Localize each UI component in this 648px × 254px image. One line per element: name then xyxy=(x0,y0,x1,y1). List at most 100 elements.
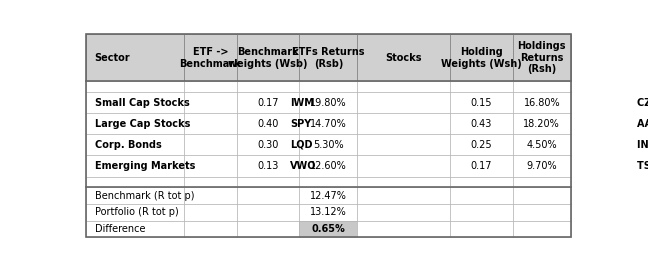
Text: Portfolio (R tot p): Portfolio (R tot p) xyxy=(95,207,178,217)
Bar xyxy=(184,177,237,187)
Text: 0.65%: 0.65% xyxy=(312,224,345,234)
Bar xyxy=(184,134,237,155)
Bar xyxy=(237,187,299,204)
Bar xyxy=(357,177,450,187)
Bar xyxy=(86,204,184,220)
Bar xyxy=(513,113,571,134)
Text: Corp. Bonds: Corp. Bonds xyxy=(95,140,161,150)
Bar xyxy=(299,187,357,204)
Text: 0.25: 0.25 xyxy=(470,140,492,150)
Text: 0.17: 0.17 xyxy=(470,161,492,171)
Bar xyxy=(184,34,237,81)
Bar xyxy=(184,187,237,204)
Bar xyxy=(237,81,299,92)
Bar xyxy=(299,113,357,134)
Bar xyxy=(184,113,237,134)
Bar xyxy=(86,134,184,155)
Text: 0.17: 0.17 xyxy=(257,98,279,108)
Bar xyxy=(450,81,513,92)
Text: Small Cap Stocks: Small Cap Stocks xyxy=(95,98,189,108)
Bar xyxy=(184,81,237,92)
Bar xyxy=(86,187,184,204)
Bar xyxy=(299,81,357,92)
Bar xyxy=(299,92,357,113)
Bar xyxy=(450,34,513,81)
Bar xyxy=(184,220,237,237)
Text: VWO: VWO xyxy=(290,161,317,171)
Text: ETF ->
Benchmark: ETF -> Benchmark xyxy=(179,47,241,69)
Text: 0.15: 0.15 xyxy=(470,98,492,108)
Bar xyxy=(86,177,184,187)
Bar xyxy=(513,134,571,155)
Bar xyxy=(299,177,357,187)
Text: 0.40: 0.40 xyxy=(257,119,279,129)
Bar xyxy=(450,134,513,155)
Text: SPY: SPY xyxy=(290,119,312,129)
Text: Difference: Difference xyxy=(95,224,145,234)
Bar xyxy=(450,113,513,134)
Bar xyxy=(513,177,571,187)
Text: 16.80%: 16.80% xyxy=(524,98,560,108)
Text: CZR, NVAX, PENN: CZR, NVAX, PENN xyxy=(637,98,648,108)
Bar xyxy=(86,92,184,113)
Bar xyxy=(450,92,513,113)
Bar xyxy=(237,155,299,177)
Bar xyxy=(513,204,571,220)
Bar xyxy=(357,220,450,237)
Text: ETFs Returns
(Rsb): ETFs Returns (Rsb) xyxy=(292,47,365,69)
Bar xyxy=(299,34,357,81)
Bar xyxy=(237,34,299,81)
Bar xyxy=(357,113,450,134)
Text: IWM: IWM xyxy=(290,98,314,108)
Bar xyxy=(299,220,357,237)
Bar xyxy=(184,155,237,177)
Text: 5.30%: 5.30% xyxy=(313,140,343,150)
Text: 0.30: 0.30 xyxy=(257,140,279,150)
Bar xyxy=(513,155,571,177)
Bar xyxy=(299,134,357,155)
Bar xyxy=(237,177,299,187)
Bar xyxy=(86,34,184,81)
Bar xyxy=(513,81,571,92)
Text: Benchmark
weights (Wsb): Benchmark weights (Wsb) xyxy=(228,47,308,69)
Bar xyxy=(357,187,450,204)
Text: Sector: Sector xyxy=(95,53,130,63)
Bar xyxy=(184,204,237,220)
Bar xyxy=(450,204,513,220)
Bar xyxy=(450,220,513,237)
Bar xyxy=(299,155,357,177)
Bar xyxy=(357,155,450,177)
Bar xyxy=(357,81,450,92)
Bar xyxy=(513,220,571,237)
Text: TSM, NPN, JD: TSM, NPN, JD xyxy=(637,161,648,171)
Text: Emerging Markets: Emerging Markets xyxy=(95,161,195,171)
Bar xyxy=(513,34,571,81)
Bar xyxy=(86,220,184,237)
Bar xyxy=(86,155,184,177)
Text: AAPL, AMZN, MSFT: AAPL, AMZN, MSFT xyxy=(637,119,648,129)
Bar xyxy=(86,81,184,92)
Text: Large Cap Stocks: Large Cap Stocks xyxy=(95,119,190,129)
Bar xyxy=(357,92,450,113)
Text: 0.43: 0.43 xyxy=(471,119,492,129)
Text: Holding
Weights (Wsh): Holding Weights (Wsh) xyxy=(441,47,522,69)
Bar xyxy=(450,187,513,204)
Bar xyxy=(357,134,450,155)
Bar xyxy=(86,113,184,134)
Bar xyxy=(357,204,450,220)
Text: LQD: LQD xyxy=(290,140,313,150)
Bar xyxy=(299,204,357,220)
Text: 12.47%: 12.47% xyxy=(310,191,347,201)
Text: Stocks: Stocks xyxy=(386,53,422,63)
Text: 4.50%: 4.50% xyxy=(526,140,557,150)
Text: 19.80%: 19.80% xyxy=(310,98,347,108)
Text: 18.20%: 18.20% xyxy=(524,119,560,129)
Bar xyxy=(237,204,299,220)
Bar xyxy=(357,34,450,81)
Bar xyxy=(450,177,513,187)
Bar xyxy=(513,187,571,204)
Text: 13.12%: 13.12% xyxy=(310,207,347,217)
Bar xyxy=(237,92,299,113)
Text: 9.70%: 9.70% xyxy=(526,161,557,171)
Bar xyxy=(237,113,299,134)
